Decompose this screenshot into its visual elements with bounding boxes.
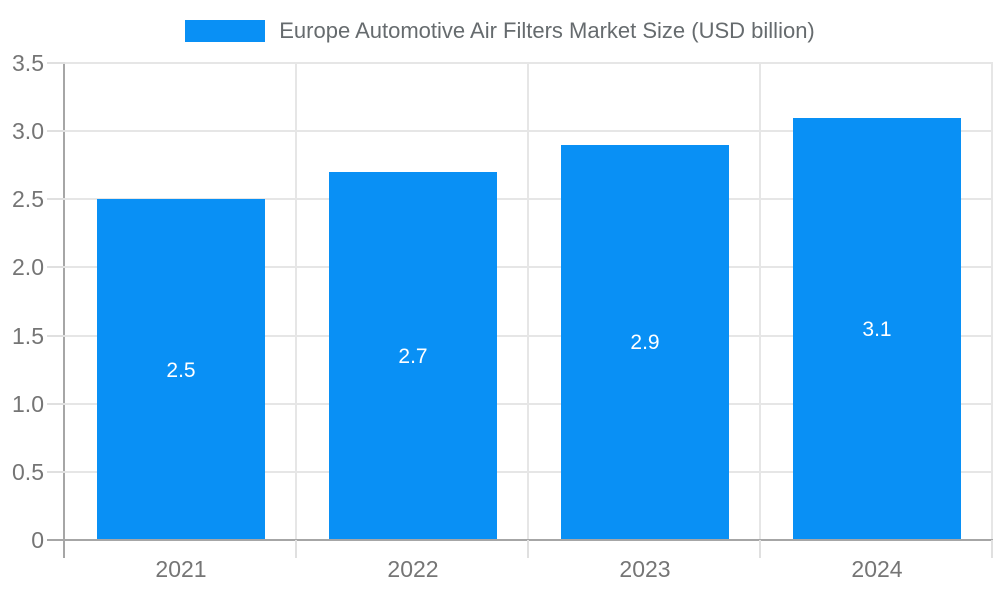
x-tick-label: 2021 [155,556,207,582]
y-tick-label: 0 [31,527,44,553]
y-tick-label: 2.5 [12,186,44,213]
y-tick-label: 3.5 [12,50,44,76]
gridline-horizontal [65,198,993,201]
y-tick-label: 0.5 [12,458,44,485]
legend-label: Europe Automotive Air Filters Market Siz… [279,18,815,43]
gridline-vertical [527,63,529,540]
y-tick-mark [47,539,65,541]
x-tick-mark [295,540,297,558]
y-tick-label: 2.0 [12,254,44,281]
gridline-horizontal [65,266,993,269]
y-tick-label: 1.5 [12,322,44,349]
gridline-horizontal [65,402,993,405]
plot-area: 2.5 2.7 2.9 3.1 [65,62,993,540]
y-tick-mark [47,334,65,337]
x-tick-label: 2024 [851,556,903,582]
y-tick-mark [47,62,65,64]
gridline-horizontal [65,334,993,337]
bar-2022[interactable] [329,172,497,540]
x-axis-line [65,539,993,541]
x-tick-mark [759,540,761,558]
bar-2021[interactable] [97,199,265,540]
bar-value-label: 3.1 [862,317,892,341]
y-tick-mark [47,402,65,405]
gridline-vertical [295,63,297,540]
gridline-horizontal [65,130,993,133]
y-tick-mark [47,470,65,473]
bar-value-label: 2.7 [398,345,428,368]
bar-value-label: 2.9 [630,331,660,355]
y-tick-label: 1.0 [12,390,44,417]
y-tick-mark [47,130,65,133]
x-tick-label: 2022 [387,556,439,582]
gridline-vertical [759,63,761,540]
gridline-horizontal [65,470,993,473]
y-tick-mark [47,198,65,201]
x-tick-label: 2023 [619,556,671,582]
bar-value-label: 2.5 [166,358,196,382]
x-tick-mark [527,540,529,558]
bar-2024[interactable] [793,117,961,540]
x-tick-mark [991,540,993,558]
y-tick-mark [47,266,65,269]
y-axis-line [63,63,65,558]
gridline-horizontal [65,62,993,64]
bar-2023[interactable] [561,144,729,540]
y-tick-label: 3.0 [12,118,44,145]
legend-swatch [185,20,266,42]
legend[interactable]: Europe Automotive Air Filters Market Siz… [0,18,1000,44]
gridline-vertical [991,63,993,540]
